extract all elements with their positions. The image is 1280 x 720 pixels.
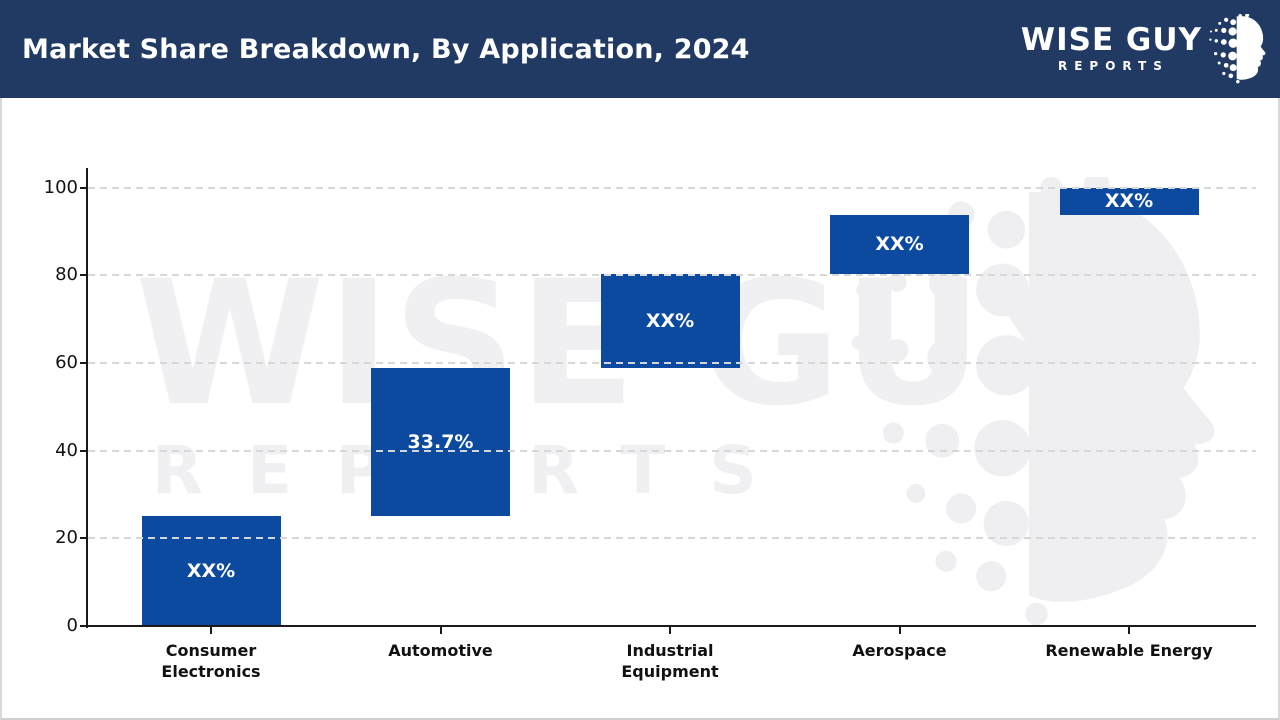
- category-label-industrial-equipment: Industrial Equipment: [621, 641, 719, 681]
- y-tick-label-60: 60: [55, 351, 78, 373]
- y-tick-mark-0: [80, 625, 88, 627]
- y-tick-mark-20: [80, 537, 88, 540]
- x-tick-mark-industrial-equipment: [669, 626, 671, 634]
- y-tick-mark-80: [80, 274, 88, 277]
- bar-consumer-electronics: [141, 515, 281, 626]
- bar-value-label-automotive: 33.7%: [407, 431, 474, 454]
- bar-value-label-renewable-energy: XX%: [1104, 190, 1154, 213]
- chart-title: Market Share Breakdown, By Application, …: [22, 33, 750, 65]
- category-label-aerospace: Aerospace: [852, 641, 947, 660]
- gridline-80: [88, 274, 1256, 277]
- gridline-20: [88, 537, 1256, 540]
- wise-guy-reports-logo: WISE GUY REPORTS: [1021, 7, 1274, 91]
- gridline-100: [88, 186, 1256, 189]
- logo-face-icon: [1204, 7, 1274, 91]
- y-tick-label-100: 100: [43, 176, 78, 198]
- bar-aerospace: [830, 214, 969, 274]
- y-tick-label-20: 20: [55, 527, 78, 549]
- y-axis-line: [86, 168, 88, 628]
- x-tick-mark-aerospace: [898, 626, 901, 634]
- y-tick-mark-100: [80, 186, 88, 189]
- category-label-automotive: Automotive: [388, 641, 493, 660]
- x-tick-mark-consumer-electronics: [210, 626, 212, 634]
- logo-text: WISE GUY REPORTS: [1021, 25, 1202, 73]
- y-tick-label-80: 80: [55, 264, 78, 286]
- gridline-60: [88, 361, 1256, 364]
- logo-subtitle: REPORTS: [1057, 58, 1169, 73]
- x-tick-mark-renewable-energy: [1128, 626, 1130, 634]
- bar-value-label-industrial-equipment: XX%: [645, 310, 695, 333]
- bar-renewable-energy: [1059, 187, 1199, 215]
- x-tick-mark-automotive: [439, 626, 442, 634]
- y-tick-mark-60: [80, 361, 88, 364]
- category-label-consumer-electronics: Consumer Electronics: [161, 641, 261, 681]
- bar-value-label-consumer-electronics: XX%: [186, 559, 236, 582]
- logo-wordmark: WISE GUY: [1020, 22, 1202, 59]
- gridline-40: [88, 449, 1256, 452]
- x-axis-line: [86, 625, 1256, 627]
- y-tick-mark-40: [80, 449, 88, 452]
- bar-value-label-aerospace: XX%: [875, 233, 924, 256]
- bar-automotive: [371, 368, 510, 516]
- header-bar: Market Share Breakdown, By Application, …: [0, 0, 1280, 98]
- category-label-renewable-energy: Renewable Energy: [1045, 641, 1213, 660]
- y-tick-label-40: 40: [55, 439, 78, 461]
- bar-industrial-equipment: [600, 273, 740, 369]
- y-tick-label-0: 0: [66, 615, 78, 636]
